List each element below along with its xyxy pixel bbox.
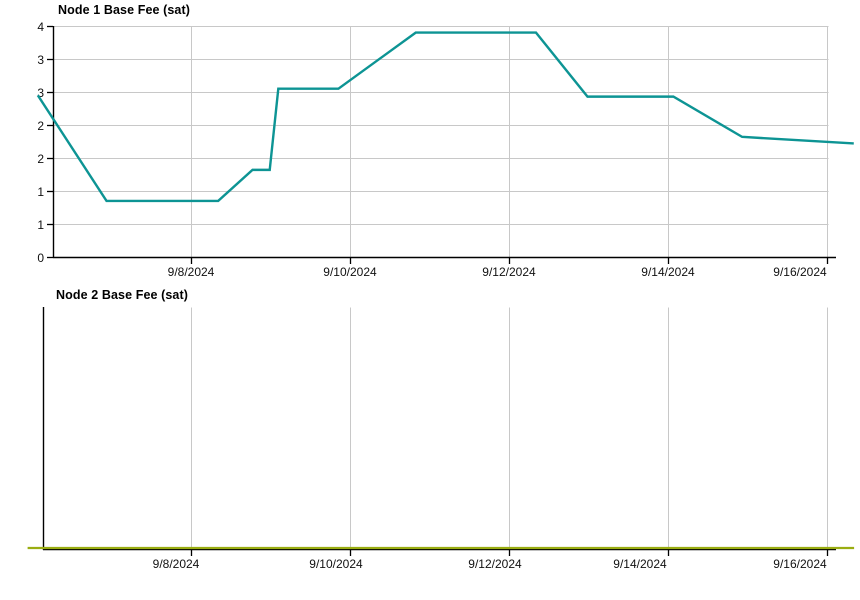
- x-tick-label: 9/10/2024: [309, 557, 363, 571]
- plot-area-node1: 4 3 3 2 2 1 1 0 9/8/2024 9/10/2024 9/12/…: [36, 20, 854, 279]
- y-tick-label: 2: [37, 152, 44, 166]
- y-tick-label: 1: [37, 218, 44, 232]
- y-tick-label: 2: [37, 119, 44, 133]
- x-tick-label: 9/16/2024: [773, 265, 827, 279]
- chart-panel-node1: Node 1 Base Fee (sat): [0, 0, 860, 285]
- chart-title-node1: Node 1 Base Fee (sat): [58, 3, 191, 17]
- y-tick-label: 3: [37, 53, 44, 67]
- x-tick-label: 9/14/2024: [613, 557, 667, 571]
- x-tick-label: 9/16/2024: [773, 557, 827, 571]
- chart-panel-node2: Node 2 Base Fee (sat): [0, 285, 860, 600]
- vertical-gridlines-node2: [191, 307, 828, 550]
- x-tick-label: 9/10/2024: [323, 265, 377, 279]
- x-tick-label: 9/12/2024: [468, 557, 522, 571]
- x-tick-marks-node2: [190, 550, 829, 556]
- x-tick-label: 9/8/2024: [168, 265, 215, 279]
- y-tick-marks-node1: [47, 25, 53, 259]
- chart-title-node2: Node 2 Base Fee (sat): [56, 288, 189, 302]
- y-tick-label: 4: [37, 20, 44, 34]
- y-tick-label: 0: [37, 251, 44, 265]
- y-tick-label: 3: [37, 86, 44, 100]
- y-tick-label: 1: [37, 185, 44, 199]
- x-tick-label: 9/14/2024: [641, 265, 695, 279]
- plot-area-node2: 9/8/2024 9/10/2024 9/12/2024 9/14/2024 9…: [27, 307, 855, 571]
- x-tick-label: 9/12/2024: [482, 265, 536, 279]
- horizontal-gridlines-node1: [53, 26, 829, 225]
- x-tick-label: 9/8/2024: [153, 557, 200, 571]
- x-tick-marks-node1: [190, 258, 829, 264]
- vertical-gridlines-node1: [191, 26, 828, 258]
- data-series-line-node1: [36, 31, 854, 203]
